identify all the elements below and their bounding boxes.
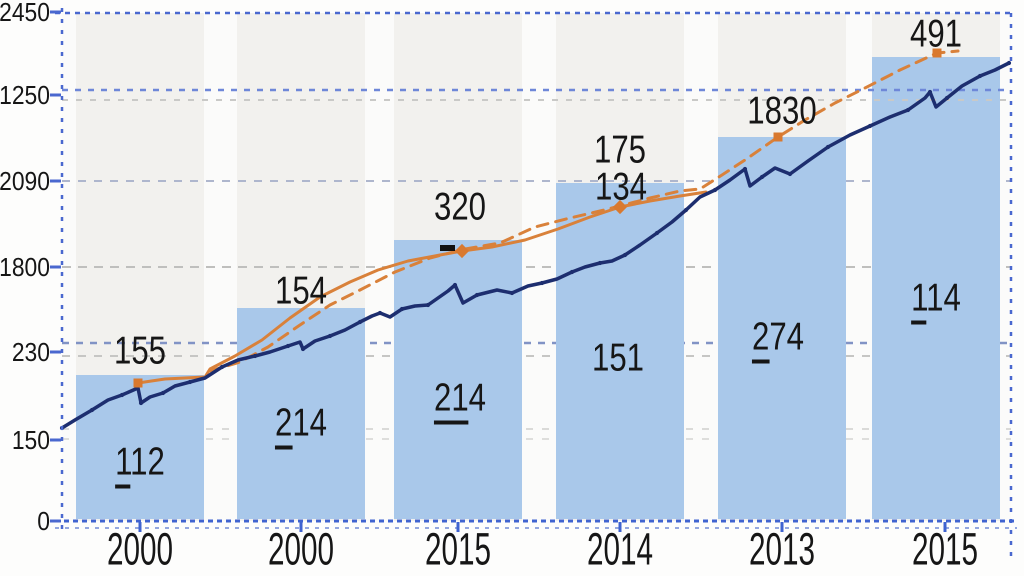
navy-point-marker-icon: [89, 407, 95, 413]
navy-point-marker-icon: [425, 302, 431, 308]
navy-point-marker-icon: [285, 343, 291, 349]
navy-point-marker-icon: [357, 319, 363, 325]
navy-point-marker-icon: [944, 95, 950, 101]
navy-point-marker-icon: [977, 73, 983, 79]
orange-square-marker-icon: [133, 378, 143, 388]
orange-diamond-marker-icon: [612, 199, 628, 215]
navy-point-marker-icon: [569, 269, 575, 275]
navy-point-marker-icon: [252, 353, 258, 359]
orange-square-marker-icon: [932, 48, 942, 58]
navy-point-marker-icon: [742, 166, 748, 172]
navy-point-marker-icon: [509, 290, 515, 296]
navy-point-marker-icon: [539, 280, 545, 286]
navy-point-marker-icon: [712, 187, 718, 193]
navy-point-marker-icon: [474, 292, 480, 298]
navy-point-marker-icon: [867, 123, 873, 129]
navy-point-marker-icon: [119, 392, 125, 398]
navy-point-marker-icon: [377, 310, 383, 316]
bar-5: [718, 137, 846, 519]
navy-point-marker-icon: [187, 379, 193, 385]
navy-point-marker-icon: [825, 144, 831, 150]
navy-point-marker-icon: [300, 346, 306, 352]
navy-point-marker-icon: [622, 252, 628, 258]
navy-point-marker-icon: [787, 171, 793, 177]
orange-square-marker-icon: [773, 132, 783, 142]
navy-point-marker-icon: [399, 306, 405, 312]
navy-point-marker-icon: [597, 260, 603, 266]
navy-point-marker-icon: [160, 390, 166, 396]
navy-point-marker-icon: [138, 400, 144, 406]
orange-solid-line: [136, 190, 708, 385]
navy-point-marker-icon: [327, 333, 333, 339]
black-dash-annotation: [440, 245, 455, 251]
navy-point-marker-icon: [1006, 60, 1012, 66]
orange-diamond-marker-icon: [454, 243, 470, 259]
orange-dashed-line: [208, 49, 960, 373]
navy-point-marker-icon: [927, 89, 933, 95]
bar-4: [556, 183, 684, 519]
navy-point-marker-icon: [452, 282, 458, 288]
navy-point-marker-icon: [905, 107, 911, 113]
navy-point-marker-icon: [683, 207, 689, 213]
column-stripe: [1000, 13, 1011, 521]
navy-point-marker-icon: [219, 364, 225, 370]
bar-3: [394, 240, 522, 519]
bar-6: [872, 57, 1000, 519]
navy-point-marker-icon: [759, 174, 765, 180]
bar-2: [237, 308, 365, 519]
navy-point-marker-icon: [654, 230, 660, 236]
